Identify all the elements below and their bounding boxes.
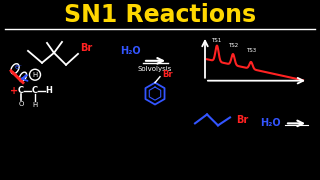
Text: C: C (32, 86, 38, 95)
Text: +: + (10, 86, 18, 96)
Text: H: H (32, 102, 38, 107)
Text: TS1: TS1 (211, 38, 221, 43)
Text: e⁻: e⁻ (15, 64, 23, 70)
Text: H₂O: H₂O (120, 46, 140, 56)
Text: Br: Br (236, 115, 248, 125)
Text: H: H (32, 72, 38, 78)
Text: Br: Br (80, 43, 92, 53)
Text: C: C (18, 86, 24, 95)
Text: O: O (18, 100, 24, 107)
Text: TS3: TS3 (246, 48, 256, 53)
Text: H: H (45, 86, 52, 95)
Text: SN1 Reactions: SN1 Reactions (64, 3, 256, 27)
Text: Solvolysis: Solvolysis (138, 66, 172, 72)
Text: Br: Br (162, 70, 172, 79)
Text: H₂O: H₂O (260, 118, 280, 128)
Text: TS2: TS2 (228, 43, 238, 48)
